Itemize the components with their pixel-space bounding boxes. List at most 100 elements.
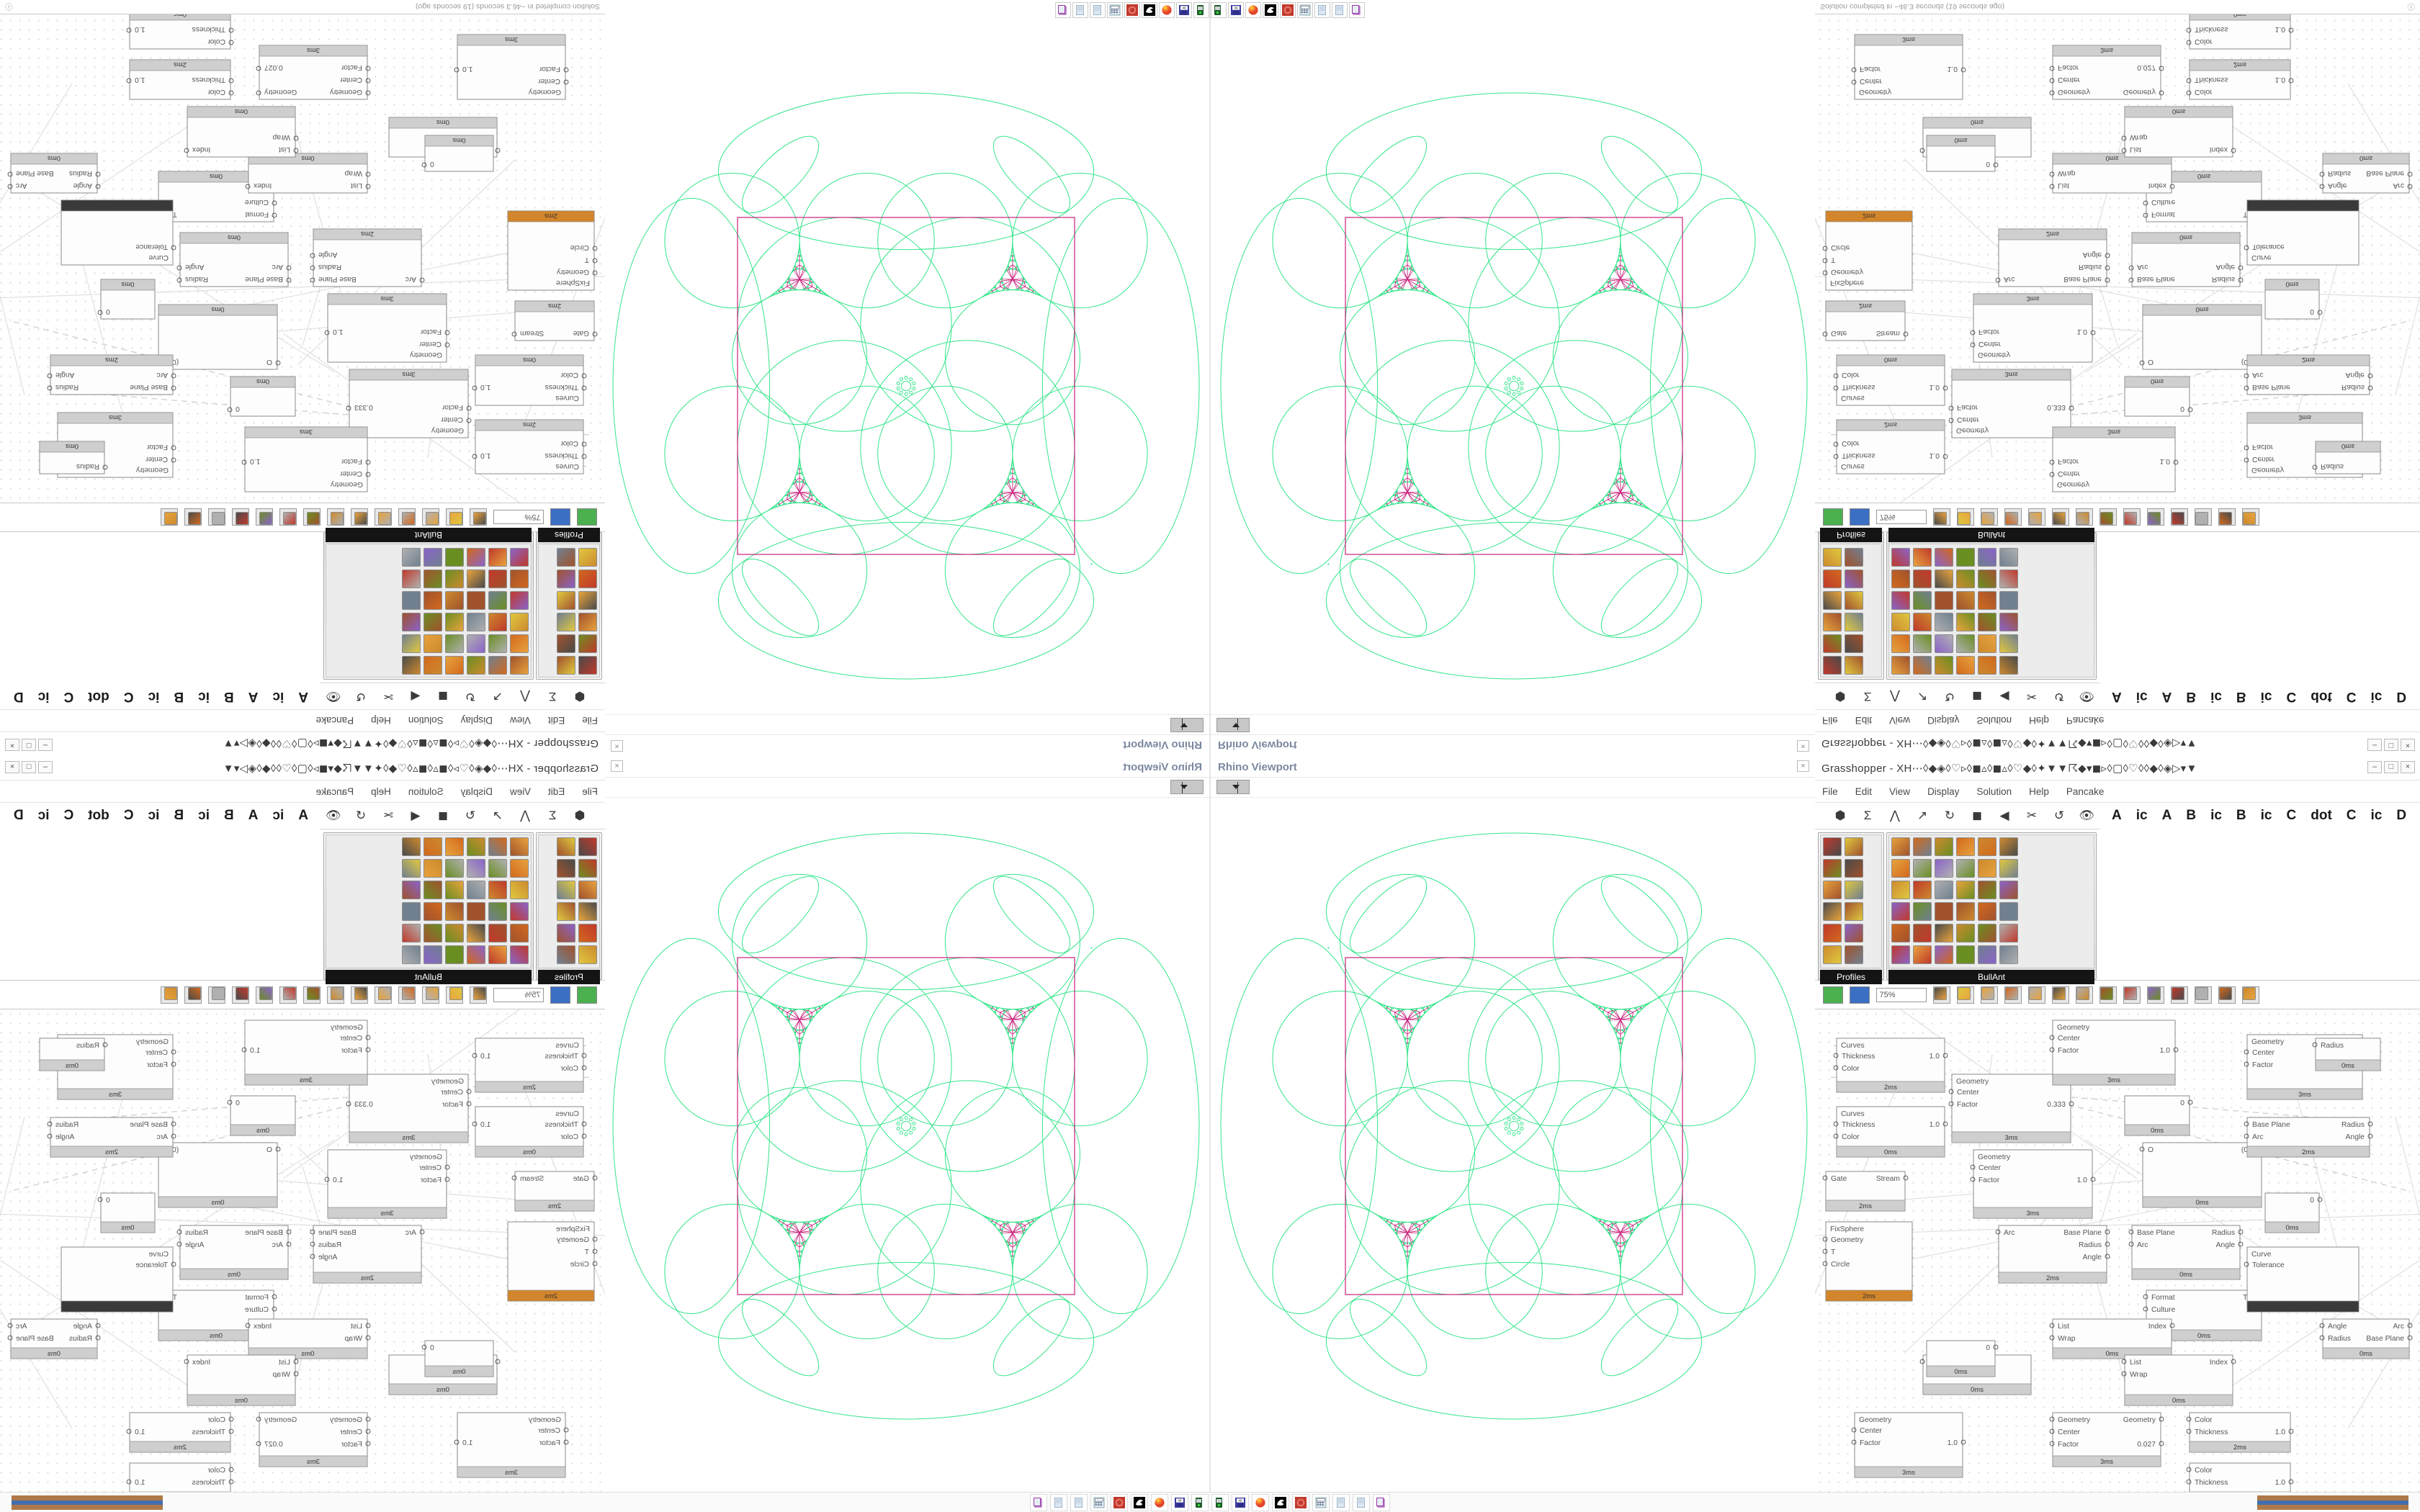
svg-text:0: 0: [106, 1197, 110, 1205]
svg-text:1.0: 1.0: [462, 65, 473, 73]
svg-text:2ms: 2ms: [523, 1084, 536, 1092]
svg-text:Radius: Radius: [185, 275, 208, 283]
svg-text:Base Plane: Base Plane: [130, 383, 168, 391]
svg-text:Angle: Angle: [55, 371, 75, 379]
svg-text:Thickness: Thickness: [1842, 451, 1875, 459]
svg-text:Factor: Factor: [341, 1047, 362, 1055]
svg-text:Angle: Angle: [318, 251, 338, 258]
svg-text:Culture: Culture: [2151, 1306, 2175, 1314]
svg-text:List: List: [351, 1323, 362, 1331]
svg-text:Geometry: Geometry: [2251, 1038, 2285, 1046]
svg-text:1.0: 1.0: [2275, 1479, 2286, 1487]
svg-text:Factor: Factor: [1860, 65, 1881, 73]
svg-text:3ms: 3ms: [2027, 1210, 2040, 1218]
svg-text:Geometry: Geometry: [135, 1038, 169, 1046]
svg-text:Factor: Factor: [442, 1101, 463, 1109]
svg-text:1.0: 1.0: [480, 1121, 491, 1129]
svg-text:Geometry: Geometry: [1831, 268, 1864, 276]
svg-text:Color: Color: [560, 1133, 578, 1141]
svg-text:Thickness: Thickness: [545, 451, 578, 459]
svg-text:Angle: Angle: [2216, 1241, 2236, 1249]
svg-text:Center: Center: [1978, 1164, 2001, 1172]
svg-text:0.027: 0.027: [264, 1441, 283, 1449]
svg-text:2ms: 2ms: [548, 302, 561, 310]
svg-text:Thickness: Thickness: [545, 1121, 578, 1129]
svg-text:Angle: Angle: [2083, 1254, 2102, 1261]
svg-text:0ms: 0ms: [2341, 1062, 2354, 1070]
svg-text:2ms: 2ms: [174, 60, 187, 68]
svg-text:Radius: Radius: [55, 383, 79, 391]
svg-text:0.333: 0.333: [2047, 403, 2066, 411]
svg-text:3ms: 3ms: [505, 1469, 518, 1477]
svg-text:0ms: 0ms: [2341, 442, 2354, 450]
svg-text:Tolerance: Tolerance: [2252, 1261, 2285, 1269]
svg-text:Circle: Circle: [1831, 1261, 1850, 1269]
svg-text:Curves: Curves: [1841, 462, 1865, 470]
svg-text:0ms: 0ms: [121, 1224, 134, 1232]
svg-text:Thickness: Thickness: [192, 1428, 225, 1436]
svg-text:2ms: 2ms: [544, 212, 557, 220]
svg-text:Factor: Factor: [2252, 1061, 2274, 1069]
svg-text:0.333: 0.333: [2047, 1101, 2066, 1109]
svg-text:Format: Format: [245, 1294, 269, 1302]
svg-text:0ms: 0ms: [174, 14, 187, 18]
svg-text:List: List: [279, 1359, 290, 1367]
svg-text:Color: Color: [560, 439, 578, 447]
svg-text:2ms: 2ms: [1884, 1084, 1897, 1092]
svg-text:0ms: 0ms: [1971, 1386, 1984, 1394]
svg-text:0: 0: [236, 1099, 240, 1107]
svg-text:Arc: Arc: [272, 1241, 283, 1249]
svg-text:Tolerance: Tolerance: [135, 243, 168, 251]
svg-text:Geometry: Geometry: [556, 1236, 589, 1244]
svg-text:0ms: 0ms: [2151, 1127, 2164, 1135]
svg-text:Geometry: Geometry: [2123, 1416, 2156, 1424]
svg-text:1.0: 1.0: [2077, 328, 2088, 336]
svg-text:2ms: 2ms: [105, 356, 118, 364]
svg-text:Angle: Angle: [318, 1254, 338, 1261]
svg-text:Center: Center: [340, 76, 362, 84]
svg-text:Index: Index: [2210, 145, 2228, 153]
svg-text:Circle: Circle: [1831, 243, 1850, 251]
svg-text:Base Plane: Base Plane: [16, 1335, 54, 1343]
svg-text:3ms: 3ms: [2005, 370, 2018, 378]
svg-text:0.333: 0.333: [354, 1101, 373, 1109]
svg-text:Radius: Radius: [2079, 1241, 2102, 1249]
svg-text:0ms: 0ms: [2172, 1397, 2185, 1405]
svg-text:0ms: 0ms: [211, 1199, 224, 1207]
svg-text:Arc: Arc: [16, 181, 27, 189]
svg-text:Arc: Arc: [157, 1133, 168, 1141]
svg-text:2ms: 2ms: [174, 1444, 187, 1452]
svg-text:Thickness: Thickness: [192, 76, 225, 84]
svg-text:Arc: Arc: [2252, 1133, 2263, 1141]
svg-text:Color: Color: [2195, 1467, 2213, 1475]
svg-text:0.027: 0.027: [2137, 63, 2156, 71]
svg-text:49: 49: [1234, 6, 1238, 10]
svg-text:Center: Center: [538, 77, 560, 85]
svg-text:List: List: [351, 181, 362, 189]
svg-text:Curves: Curves: [555, 462, 579, 470]
svg-text:Radius: Radius: [76, 1042, 99, 1050]
svg-text:Color: Color: [2195, 88, 2213, 96]
svg-text:3ms: 3ms: [2107, 1076, 2120, 1084]
svg-text:Base Plane: Base Plane: [2063, 1229, 2102, 1237]
svg-text:Radius: Radius: [76, 462, 99, 470]
svg-text:0ms: 0ms: [66, 442, 79, 450]
svg-text:0ms: 0ms: [2286, 280, 2299, 288]
svg-text:Color: Color: [2195, 1416, 2213, 1424]
svg-text:2ms: 2ms: [544, 1292, 557, 1300]
svg-text:FixSphere: FixSphere: [556, 279, 590, 287]
svg-text:Thickness: Thickness: [192, 1479, 225, 1487]
svg-text:Base Plane: Base Plane: [2063, 275, 2102, 283]
svg-text:0: 0: [2180, 1099, 2184, 1107]
svg-text:3ms: 3ms: [380, 294, 393, 302]
svg-text:Gate: Gate: [1831, 1175, 1847, 1183]
svg-text:Index: Index: [192, 145, 210, 153]
svg-text:Thickness: Thickness: [2195, 25, 2228, 33]
svg-text:1.0: 1.0: [462, 1439, 473, 1447]
svg-text:2ms: 2ms: [2046, 1274, 2059, 1282]
svg-text:Center: Center: [2252, 1049, 2275, 1057]
svg-text:3ms: 3ms: [402, 370, 415, 378]
svg-text:3ms: 3ms: [1902, 35, 1915, 43]
svg-text:3ms: 3ms: [307, 1458, 320, 1466]
svg-text:Angle: Angle: [2346, 371, 2365, 379]
